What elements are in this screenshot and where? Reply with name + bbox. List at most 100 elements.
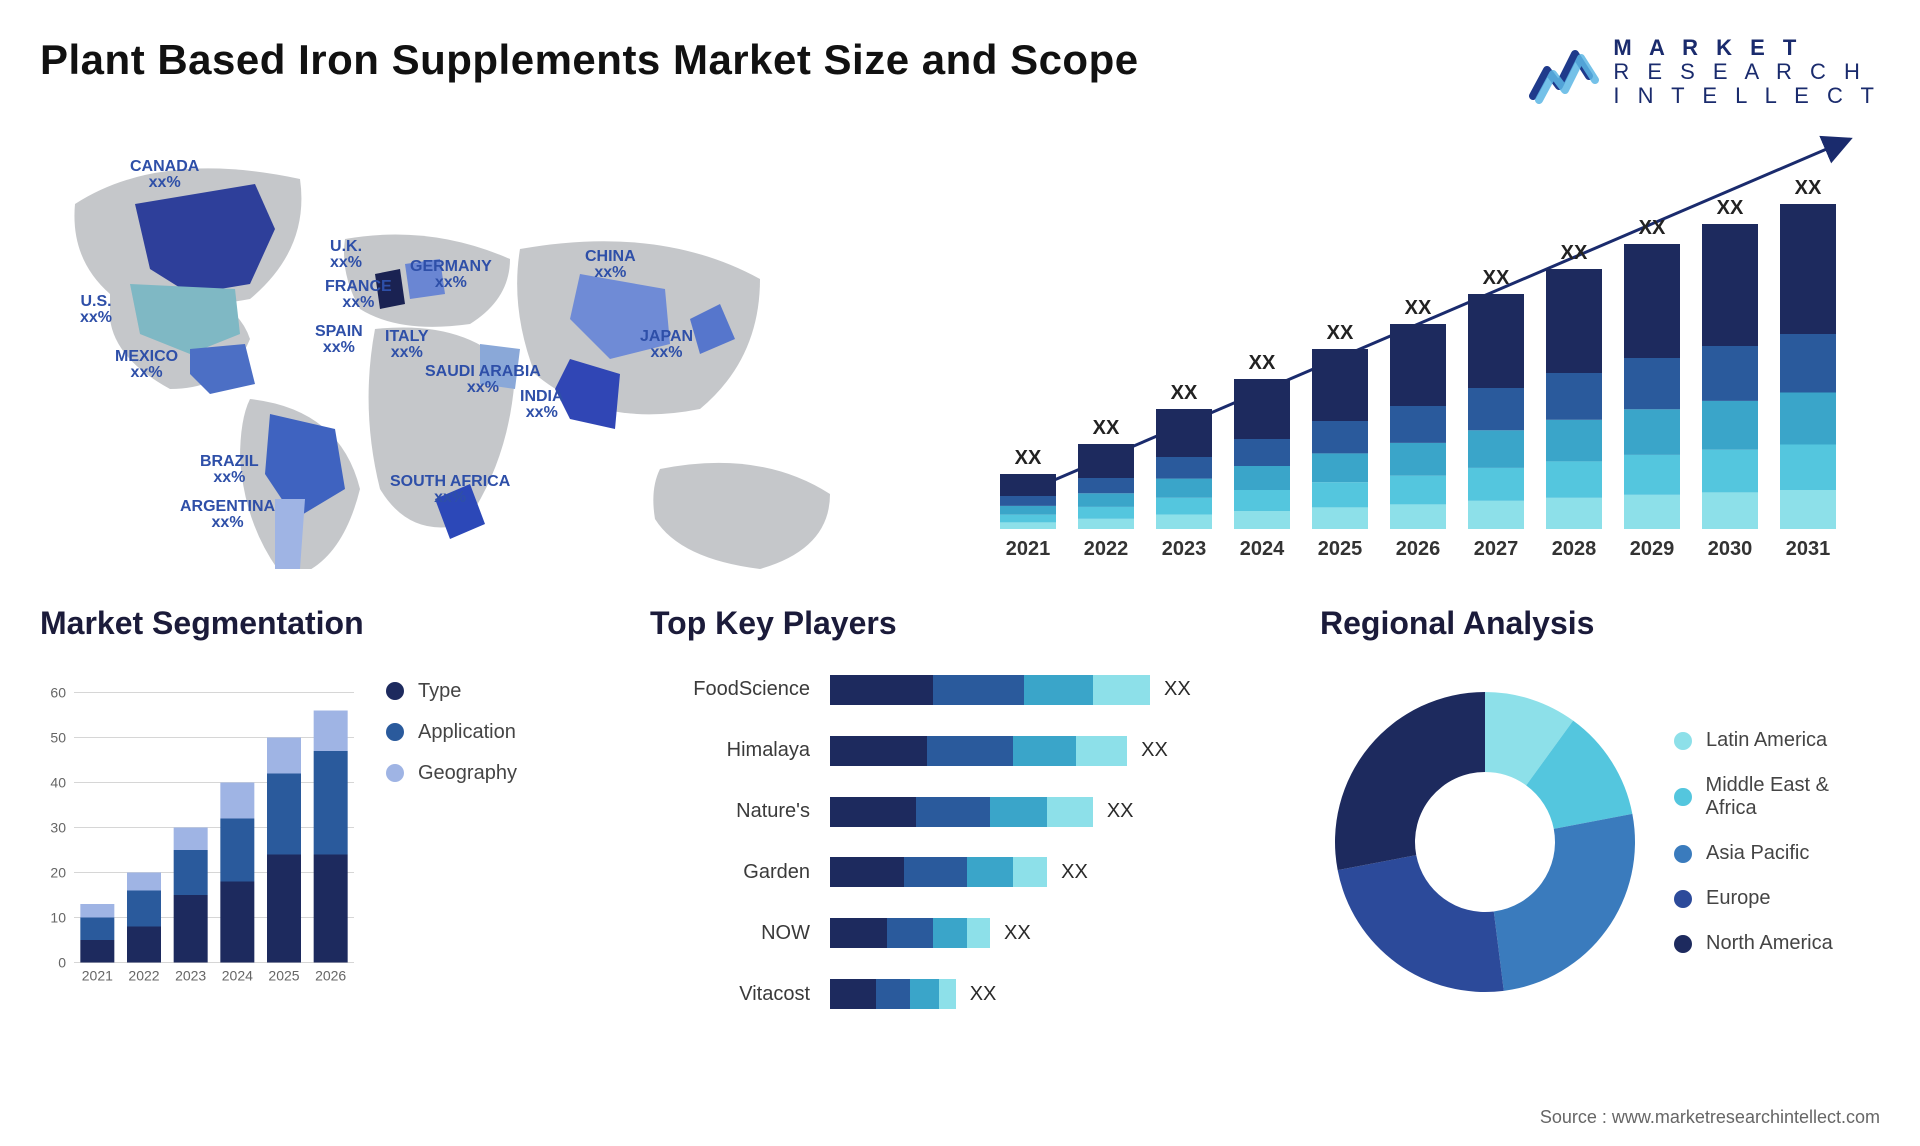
growth-chart-panel: XX 2021 XX 2022 XX 2023 XX 2024 XX 2025 XX 2026 XX 20… [980, 129, 1880, 569]
player-bar [830, 797, 1093, 827]
svg-text:2027: 2027 [1474, 538, 1519, 560]
legend-label: North America [1706, 932, 1833, 955]
legend-dot [1674, 788, 1692, 806]
legend-dot [386, 764, 404, 782]
legend-label: Latin America [1706, 729, 1827, 752]
segmentation-bar-chart: 0102030405060202120222023202420252026 [40, 660, 360, 1025]
map-label: CHINAxx% [585, 249, 636, 283]
player-value: XX [1061, 861, 1088, 884]
map-label: FRANCExx% [325, 279, 392, 313]
map-label: MEXICOxx% [115, 349, 178, 383]
map-label: ARGENTINAxx% [180, 499, 275, 533]
player-bar-row: XX [830, 675, 1270, 705]
segmentation-panel: Market Segmentation 01020304050602021202… [40, 605, 600, 1025]
legend-label: Asia Pacific [1706, 842, 1809, 865]
legend-label: Middle East & Africa [1706, 774, 1880, 820]
legend-item: Type [386, 680, 517, 703]
regional-title: Regional Analysis [1320, 605, 1880, 642]
legend-dot [386, 723, 404, 741]
player-bar [830, 918, 990, 948]
top-players-bars: XX XX XX XX XX XX [830, 660, 1270, 1025]
svg-text:2024: 2024 [222, 967, 253, 983]
map-label: JAPANxx% [640, 329, 693, 363]
legend-label: Europe [1706, 887, 1771, 910]
svg-text:2023: 2023 [1162, 538, 1207, 560]
svg-text:40: 40 [50, 774, 66, 790]
svg-text:XX: XX [1327, 322, 1354, 344]
svg-text:2022: 2022 [128, 967, 159, 983]
player-value: XX [1141, 739, 1168, 762]
svg-text:2025: 2025 [268, 967, 299, 983]
legend-item: Latin America [1674, 729, 1880, 752]
player-bar [830, 736, 1127, 766]
logo-icon [1529, 40, 1599, 104]
map-label: U.K.xx% [330, 239, 362, 273]
svg-text:50: 50 [50, 729, 66, 745]
player-bar-row: XX [830, 857, 1270, 887]
top-players-panel: Top Key Players FoodScienceHimalayaNatur… [650, 605, 1270, 1025]
player-name: NOW [650, 922, 810, 945]
player-bar-row: XX [830, 736, 1270, 766]
player-bar-row: XX [830, 797, 1270, 827]
svg-text:XX: XX [1015, 447, 1042, 469]
svg-text:XX: XX [1639, 217, 1666, 239]
svg-text:XX: XX [1795, 177, 1822, 199]
svg-text:2021: 2021 [1006, 538, 1051, 560]
svg-text:2028: 2028 [1552, 538, 1597, 560]
svg-text:2031: 2031 [1786, 538, 1831, 560]
logo-line-1: M A R K E T [1613, 36, 1880, 60]
player-bar [830, 979, 956, 1009]
svg-text:60: 60 [50, 684, 66, 700]
player-bar-row: XX [830, 979, 1270, 1009]
logo-line-3: I N T E L L E C T [1613, 84, 1880, 108]
legend-item: Middle East & Africa [1674, 774, 1880, 820]
svg-text:XX: XX [1483, 267, 1510, 289]
svg-text:2022: 2022 [1084, 538, 1129, 560]
svg-text:XX: XX [1093, 417, 1120, 439]
svg-text:10: 10 [50, 909, 66, 925]
svg-text:2029: 2029 [1630, 538, 1675, 560]
map-label: SOUTH AFRICAxx% [390, 474, 510, 508]
legend-item: Geography [386, 762, 517, 785]
legend-label: Type [418, 680, 461, 703]
player-value: XX [1004, 922, 1031, 945]
map-label: U.S.xx% [80, 294, 112, 328]
legend-dot [1674, 732, 1692, 750]
player-name: Nature's [650, 800, 810, 823]
regional-legend: Latin America Middle East & Africa Asia Pa… [1674, 729, 1880, 955]
svg-text:2026: 2026 [315, 967, 346, 983]
svg-text:2025: 2025 [1318, 538, 1363, 560]
svg-text:2024: 2024 [1240, 538, 1285, 560]
regional-panel: Regional Analysis Latin America Middle Ea… [1320, 605, 1880, 1025]
svg-text:2023: 2023 [175, 967, 206, 983]
legend-label: Application [418, 721, 516, 744]
player-name: Garden [650, 861, 810, 884]
logo-line-2: R E S E A R C H [1613, 60, 1880, 84]
svg-text:30: 30 [50, 819, 66, 835]
player-name: Himalaya [650, 739, 810, 762]
legend-dot [1674, 890, 1692, 908]
svg-text:2030: 2030 [1708, 538, 1753, 560]
source-attribution: Source : www.marketresearchintellect.com [1540, 1107, 1880, 1128]
player-name: Vitacost [650, 983, 810, 1006]
map-label: GERMANYxx% [410, 259, 492, 293]
regional-donut-wrap [1320, 677, 1650, 1007]
player-value: XX [1164, 678, 1191, 701]
svg-text:2026: 2026 [1396, 538, 1441, 560]
legend-item: Europe [1674, 887, 1880, 910]
brand-logo: M A R K E T R E S E A R C H I N T E L L … [1529, 36, 1880, 109]
svg-text:XX: XX [1171, 382, 1198, 404]
player-bar-row: XX [830, 918, 1270, 948]
map-label: CANADAxx% [130, 159, 199, 193]
svg-text:XX: XX [1561, 242, 1588, 264]
page-title: Plant Based Iron Supplements Market Size… [40, 36, 1139, 84]
top-players-labels: FoodScienceHimalayaNature'sGardenNOWVita… [650, 660, 810, 1025]
segmentation-title: Market Segmentation [40, 605, 600, 642]
legend-dot [1674, 845, 1692, 863]
svg-text:XX: XX [1405, 297, 1432, 319]
legend-dot [386, 682, 404, 700]
legend-item: North America [1674, 932, 1880, 955]
map-label: BRAZILxx% [200, 454, 259, 488]
player-value: XX [1107, 800, 1134, 823]
svg-text:2021: 2021 [82, 967, 113, 983]
